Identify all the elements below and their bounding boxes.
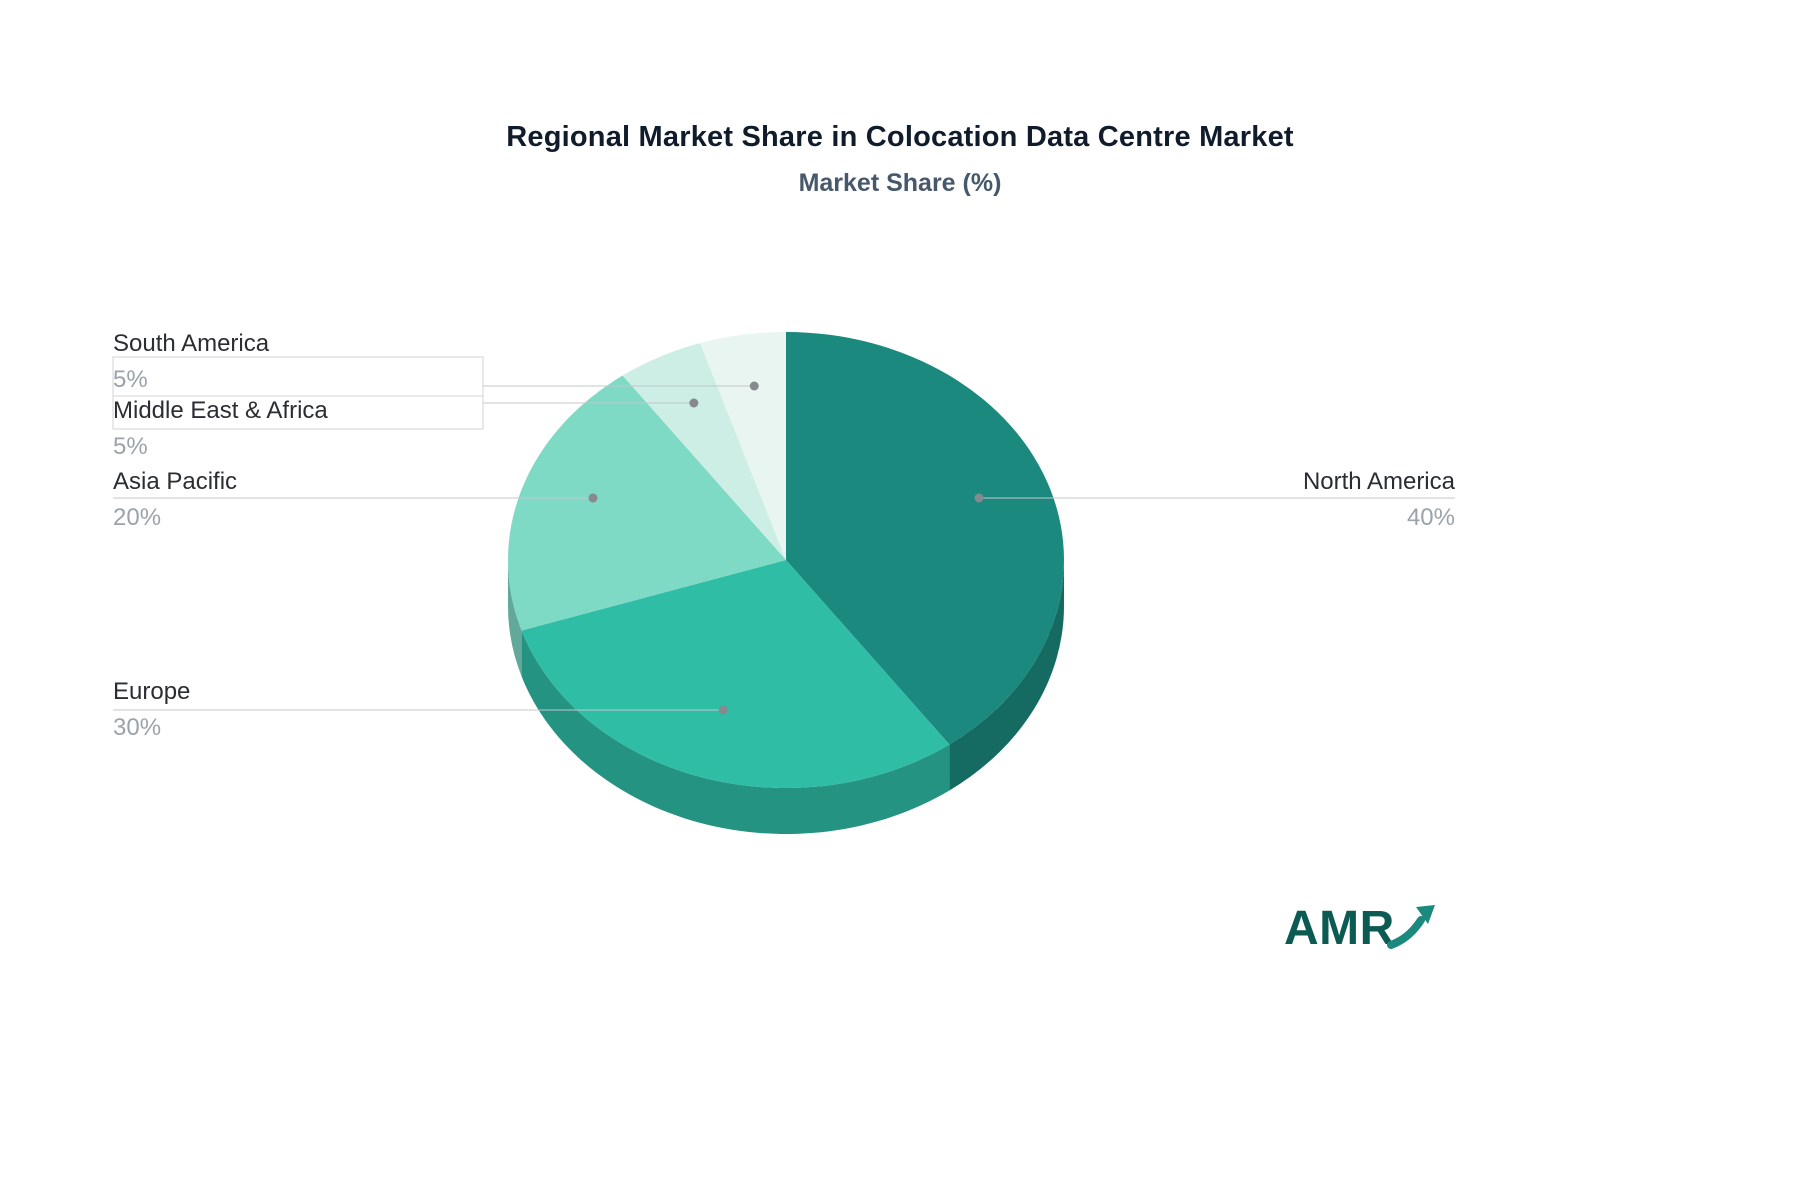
chart-title: Regional Market Share in Colocation Data… [506, 121, 1294, 153]
value-south-america: 5% [113, 366, 148, 393]
label-europe: Europe [113, 678, 191, 705]
callout-box-1 [112, 395, 484, 430]
leader-dot-3 [689, 398, 699, 408]
pie-slice-0 [786, 332, 1064, 745]
value-europe: 30% [113, 714, 162, 741]
value-north-america: 40% [1406, 504, 1455, 531]
pie-slice-1 [521, 560, 950, 788]
label-middle-east-africa: Middle East & Africa [113, 397, 328, 424]
leader-dot-0 [974, 493, 984, 503]
callout-box-0 [112, 356, 484, 397]
pie-slice-2 [508, 375, 786, 631]
pie-slice-4 [700, 332, 786, 560]
pie-side-0 [949, 560, 1064, 791]
chart-subtitle: Market Share (%) [798, 169, 1002, 197]
leader-dot-2 [588, 493, 598, 503]
leader-dot-4 [749, 381, 759, 391]
pie-slice-3 [622, 343, 786, 560]
label-south-america: South America [113, 330, 270, 357]
label-asia-pacific: Asia Pacific [113, 468, 238, 495]
value-middle-east-africa: 5% [113, 433, 148, 460]
amr-logo-text: AMR [1284, 902, 1395, 955]
label-north-america: North America [1302, 468, 1455, 495]
leader-dot-1 [718, 705, 728, 715]
amr-logo-arrow-icon [1386, 904, 1435, 949]
pie-side-1 [521, 630, 950, 834]
amr-logo: AMR [1284, 901, 1437, 956]
value-asia-pacific: 20% [113, 504, 162, 531]
pie-side-2 [508, 560, 522, 677]
